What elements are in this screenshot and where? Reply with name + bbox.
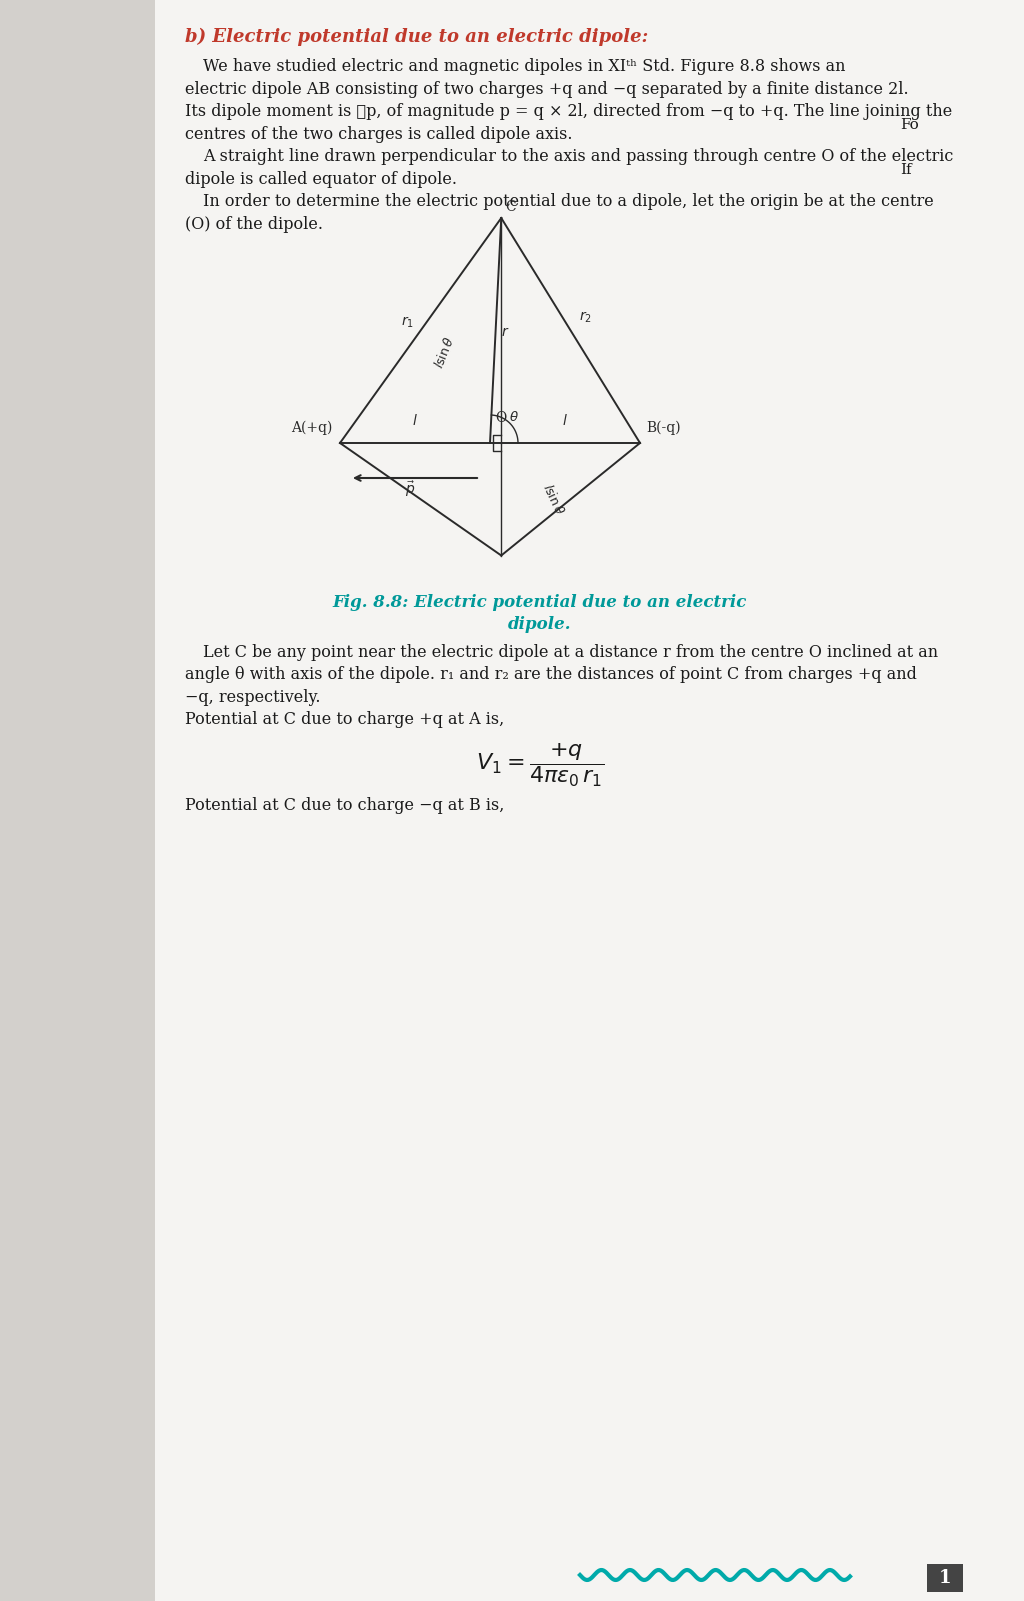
Text: (O) of the dipole.: (O) of the dipole. (185, 216, 323, 232)
Text: A(+q): A(+q) (291, 421, 332, 435)
Text: Let C be any point near the electric dipole at a distance r from the centre O in: Let C be any point near the electric dip… (203, 644, 938, 661)
Text: Fo: Fo (900, 118, 919, 131)
Text: $V_1 = \dfrac{+q}{4\pi\varepsilon_0\, r_1}$: $V_1 = \dfrac{+q}{4\pi\varepsilon_0\, r_… (476, 741, 604, 789)
Text: B(-q): B(-q) (646, 421, 681, 435)
Text: −q, respectively.: −q, respectively. (185, 688, 321, 706)
Text: $r_1$: $r_1$ (400, 314, 414, 330)
Text: Potential at C due to charge +q at A is,: Potential at C due to charge +q at A is, (185, 711, 504, 728)
Text: dipole is called equator of dipole.: dipole is called equator of dipole. (185, 170, 457, 187)
Text: Its dipole moment is ⃗p, of magnitude p = q × 2l, directed from −q to +q. The li: Its dipole moment is ⃗p, of magnitude p … (185, 102, 952, 120)
Text: We have studied electric and magnetic dipoles in XIᵗʰ Std. Figure 8.8 shows an: We have studied electric and magnetic di… (203, 58, 846, 75)
Text: electric dipole AB consisting of two charges +q and −q separated by a finite dis: electric dipole AB consisting of two cha… (185, 80, 908, 98)
Bar (927, 1564, 963, 1591)
Text: O: O (495, 411, 506, 424)
Text: $\theta$: $\theta$ (509, 410, 518, 424)
Text: $l$: $l$ (412, 413, 418, 427)
Text: A straight line drawn perpendicular to the axis and passing through centre O of : A straight line drawn perpendicular to t… (203, 147, 953, 165)
Text: centres of the two charges is called dipole axis.: centres of the two charges is called dip… (185, 125, 572, 142)
Text: If: If (900, 163, 911, 178)
Text: $\vec{p}$: $\vec{p}$ (404, 479, 415, 500)
Text: b) Electric potential due to an electric dipole:: b) Electric potential due to an electric… (185, 27, 648, 46)
Text: $l\sin\theta$: $l\sin\theta$ (432, 335, 458, 371)
Text: dipole.: dipole. (508, 615, 571, 632)
Text: angle θ with axis of the dipole. r₁ and r₂ are the distances of point C from cha: angle θ with axis of the dipole. r₁ and … (185, 666, 916, 684)
Text: $r_2$: $r_2$ (579, 309, 592, 325)
Bar (155, 0, 1024, 1601)
Text: Fig. 8.8: Electric potential due to an electric: Fig. 8.8: Electric potential due to an e… (333, 594, 748, 610)
Text: In order to determine the electric potential due to a dipole, let the origin be : In order to determine the electric poten… (203, 194, 934, 210)
Text: $l\sin\theta$: $l\sin\theta$ (541, 482, 567, 517)
Text: $r$: $r$ (501, 325, 509, 338)
Bar (0, 0, 155, 1601)
Text: C: C (505, 200, 516, 215)
Text: 1: 1 (939, 1569, 951, 1587)
Text: $l$: $l$ (562, 413, 568, 427)
Text: Potential at C due to charge −q at B is,: Potential at C due to charge −q at B is, (185, 797, 505, 813)
